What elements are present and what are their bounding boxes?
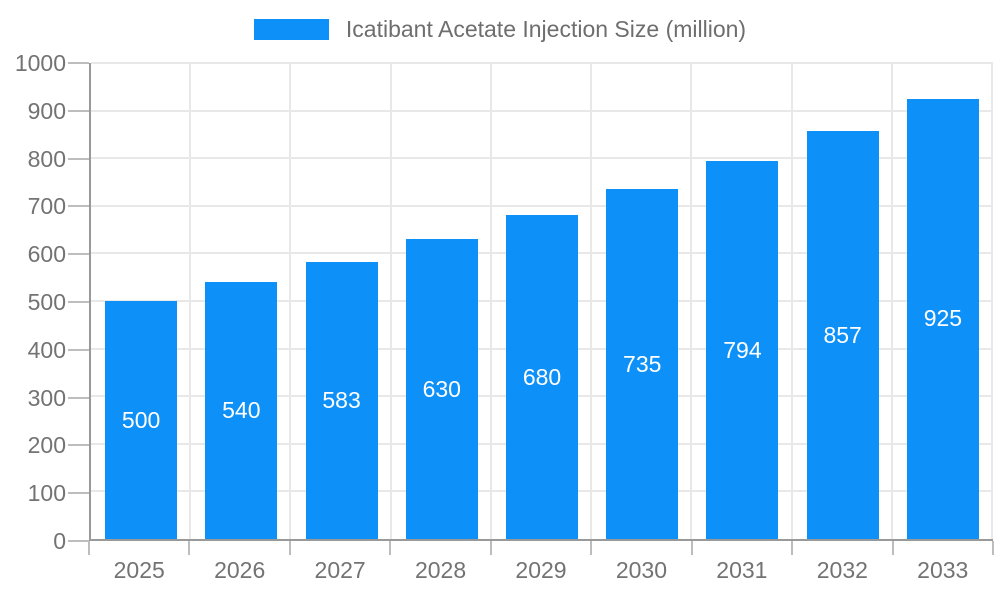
x-tick-mark xyxy=(88,541,90,555)
x-tick-mark xyxy=(992,541,994,555)
y-tick-mark xyxy=(68,157,89,160)
y-tick-mark xyxy=(68,348,89,351)
x-tick-label: 2031 xyxy=(716,557,768,583)
y-tick-label: 600 xyxy=(27,241,66,268)
v-gridline xyxy=(790,63,793,539)
chart-legend: Icatibant Acetate Injection Size (millio… xyxy=(0,16,1000,44)
y-tick-label: 400 xyxy=(27,336,66,363)
bar-value-label: 500 xyxy=(121,406,161,433)
x-tick-mark xyxy=(288,541,291,555)
bar-2025: 500 xyxy=(105,301,178,539)
y-tick-label: 800 xyxy=(27,145,66,172)
x-tick-mark xyxy=(389,541,392,555)
x-tick-label: 2033 xyxy=(917,557,969,583)
y-axis-ticks xyxy=(68,62,89,542)
bar-2026: 540 xyxy=(205,281,278,539)
y-tick-label: 700 xyxy=(27,193,66,220)
y-tick-mark xyxy=(68,444,89,447)
plot-area: 500 540 583 630 680 735 794 857 925 xyxy=(89,62,993,541)
bar-2031: 794 xyxy=(706,161,779,539)
h-gridline xyxy=(91,204,993,207)
x-tick-mark xyxy=(590,541,593,555)
x-tick-label: 2025 xyxy=(113,557,165,583)
bar-value-label: 583 xyxy=(322,386,361,413)
bar-value-label: 794 xyxy=(723,336,762,363)
v-gridline xyxy=(489,63,492,539)
legend-label: Icatibant Acetate Injection Size (millio… xyxy=(345,16,747,42)
bar-2030: 735 xyxy=(606,189,679,539)
legend-swatch xyxy=(253,19,329,41)
y-tick-mark xyxy=(68,253,89,256)
bar-value-label: 680 xyxy=(522,363,562,390)
x-tick-label: 2032 xyxy=(816,557,868,583)
y-tick-mark xyxy=(68,109,89,112)
bar-2033: 925 xyxy=(906,98,979,539)
legend-item[interactable]: Icatibant Acetate Injection Size (millio… xyxy=(253,16,747,44)
y-tick-label: 0 xyxy=(53,528,66,554)
y-tick-mark xyxy=(68,301,89,303)
x-tick-label: 2030 xyxy=(615,557,668,583)
v-gridline xyxy=(289,63,292,539)
bar-2027: 583 xyxy=(305,261,378,539)
y-tick-mark xyxy=(68,62,89,64)
x-tick-mark xyxy=(489,541,492,555)
bar-value-label: 857 xyxy=(823,321,862,348)
v-gridline xyxy=(590,63,593,539)
x-tick-mark xyxy=(791,541,794,555)
bar-value-label: 630 xyxy=(422,375,461,402)
y-axis: 0 100 200 300 400 500 600 700 800 900 1000 xyxy=(0,50,66,554)
v-gridline xyxy=(690,63,693,539)
x-tick-label: 2026 xyxy=(214,557,266,583)
x-axis-ticks xyxy=(88,541,994,555)
h-gridline xyxy=(91,157,993,160)
bar-value-label: 925 xyxy=(923,305,963,332)
bar-value-label: 735 xyxy=(623,350,662,377)
v-gridline xyxy=(189,63,192,539)
y-tick-label: 200 xyxy=(27,432,66,459)
h-gridline xyxy=(91,109,993,112)
y-tick-mark xyxy=(68,540,89,542)
y-tick-label: 300 xyxy=(27,384,66,411)
y-tick-mark xyxy=(68,396,89,399)
v-gridline xyxy=(389,63,392,539)
y-tick-mark xyxy=(68,492,89,495)
h-gridline xyxy=(91,62,993,64)
v-gridline xyxy=(991,63,993,539)
y-tick-label: 500 xyxy=(27,289,66,315)
x-axis: 2025 2026 2027 2028 2029 2030 2031 2032 2033 xyxy=(89,556,993,590)
x-tick-label: 2027 xyxy=(314,557,366,583)
x-tick-label: 2029 xyxy=(515,557,567,583)
y-tick-label: 1000 xyxy=(14,50,66,76)
x-tick-mark xyxy=(188,541,191,555)
x-tick-mark xyxy=(891,541,894,555)
bar-2032: 857 xyxy=(806,131,879,539)
bar-2028: 630 xyxy=(405,239,478,539)
v-gridline xyxy=(890,63,893,539)
x-tick-mark xyxy=(690,541,693,555)
y-tick-label: 100 xyxy=(27,480,66,507)
bar-2029: 680 xyxy=(506,215,578,539)
bar-value-label: 540 xyxy=(222,396,261,423)
x-tick-label: 2028 xyxy=(414,557,467,583)
y-tick-label: 900 xyxy=(27,97,66,124)
y-tick-mark xyxy=(68,205,89,208)
